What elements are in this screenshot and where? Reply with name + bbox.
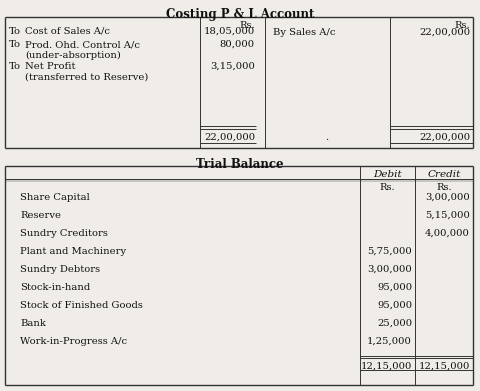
Text: 22,00,000: 22,00,000 (419, 133, 470, 142)
Text: Rs.: Rs. (455, 21, 470, 30)
Text: Trial Balance: Trial Balance (196, 158, 284, 171)
Text: 12,15,000: 12,15,000 (360, 362, 412, 371)
Text: Credit: Credit (427, 170, 461, 179)
Text: To: To (9, 40, 21, 49)
Text: (under-absorption): (under-absorption) (25, 51, 121, 60)
Text: 18,05,000: 18,05,000 (204, 27, 255, 36)
Text: 22,00,000: 22,00,000 (204, 133, 255, 142)
Text: Rs.: Rs. (436, 183, 452, 192)
Text: 5,75,000: 5,75,000 (367, 247, 412, 256)
Text: Net Profit: Net Profit (25, 62, 75, 71)
Text: 25,000: 25,000 (377, 319, 412, 328)
Text: Costing P & L Account: Costing P & L Account (166, 8, 314, 21)
Text: .: . (325, 133, 328, 142)
Text: 3,00,000: 3,00,000 (367, 265, 412, 274)
Text: Debit: Debit (373, 170, 402, 179)
Text: 95,000: 95,000 (377, 301, 412, 310)
Text: Rs.: Rs. (380, 183, 396, 192)
Text: 4,00,000: 4,00,000 (425, 229, 470, 238)
Text: (transferred to Reserve): (transferred to Reserve) (25, 73, 148, 82)
Text: 95,000: 95,000 (377, 283, 412, 292)
Text: Cost of Sales A/c: Cost of Sales A/c (25, 27, 110, 36)
Text: Plant and Machinery: Plant and Machinery (20, 247, 126, 256)
Text: 3,00,000: 3,00,000 (425, 193, 470, 202)
Text: Stock-in-hand: Stock-in-hand (20, 283, 90, 292)
Text: To: To (9, 27, 21, 36)
Text: Prod. Ohd. Control A/c: Prod. Ohd. Control A/c (25, 40, 140, 49)
Text: 80,000: 80,000 (220, 40, 255, 49)
Text: Sundry Debtors: Sundry Debtors (20, 265, 100, 274)
Text: 3,15,000: 3,15,000 (210, 62, 255, 71)
Text: To: To (9, 62, 21, 71)
Text: 22,00,000: 22,00,000 (419, 28, 470, 37)
Text: Sundry Creditors: Sundry Creditors (20, 229, 108, 238)
Text: Bank: Bank (20, 319, 46, 328)
Text: Reserve: Reserve (20, 211, 61, 220)
Text: 5,15,000: 5,15,000 (425, 211, 470, 220)
Text: Work-in-Progress A/c: Work-in-Progress A/c (20, 337, 127, 346)
Text: 1,25,000: 1,25,000 (367, 337, 412, 346)
Text: 12,15,000: 12,15,000 (419, 362, 470, 371)
Text: Rs.: Rs. (240, 21, 255, 30)
Text: Share Capital: Share Capital (20, 193, 90, 202)
Text: By Sales A/c: By Sales A/c (273, 28, 336, 37)
Text: Stock of Finished Goods: Stock of Finished Goods (20, 301, 143, 310)
